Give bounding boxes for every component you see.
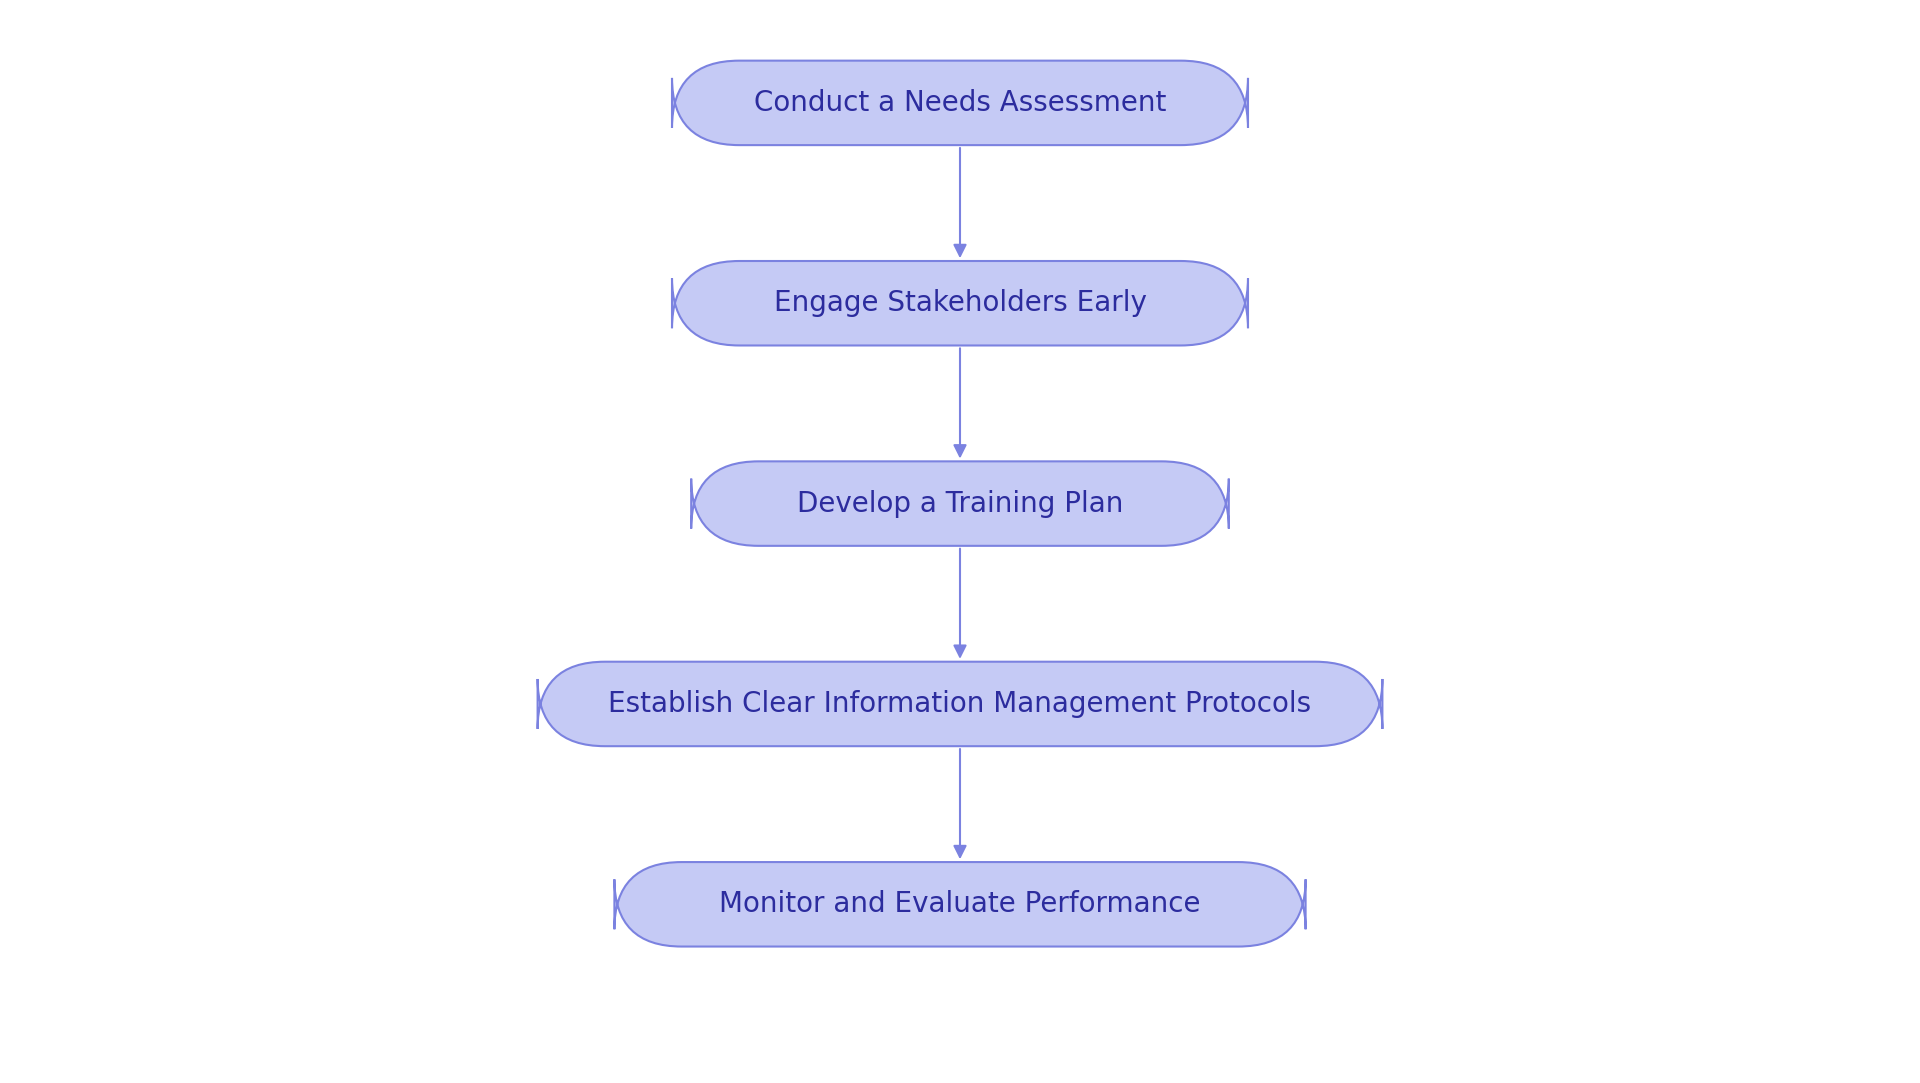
- Text: Develop a Training Plan: Develop a Training Plan: [797, 490, 1123, 518]
- Text: Conduct a Needs Assessment: Conduct a Needs Assessment: [755, 89, 1165, 117]
- Text: Engage Stakeholders Early: Engage Stakeholders Early: [774, 289, 1146, 317]
- FancyBboxPatch shape: [614, 862, 1306, 947]
- FancyBboxPatch shape: [691, 461, 1229, 546]
- Text: Monitor and Evaluate Performance: Monitor and Evaluate Performance: [720, 890, 1200, 918]
- FancyBboxPatch shape: [672, 261, 1248, 345]
- Text: Establish Clear Information Management Protocols: Establish Clear Information Management P…: [609, 690, 1311, 718]
- FancyBboxPatch shape: [672, 61, 1248, 145]
- FancyBboxPatch shape: [538, 662, 1382, 746]
